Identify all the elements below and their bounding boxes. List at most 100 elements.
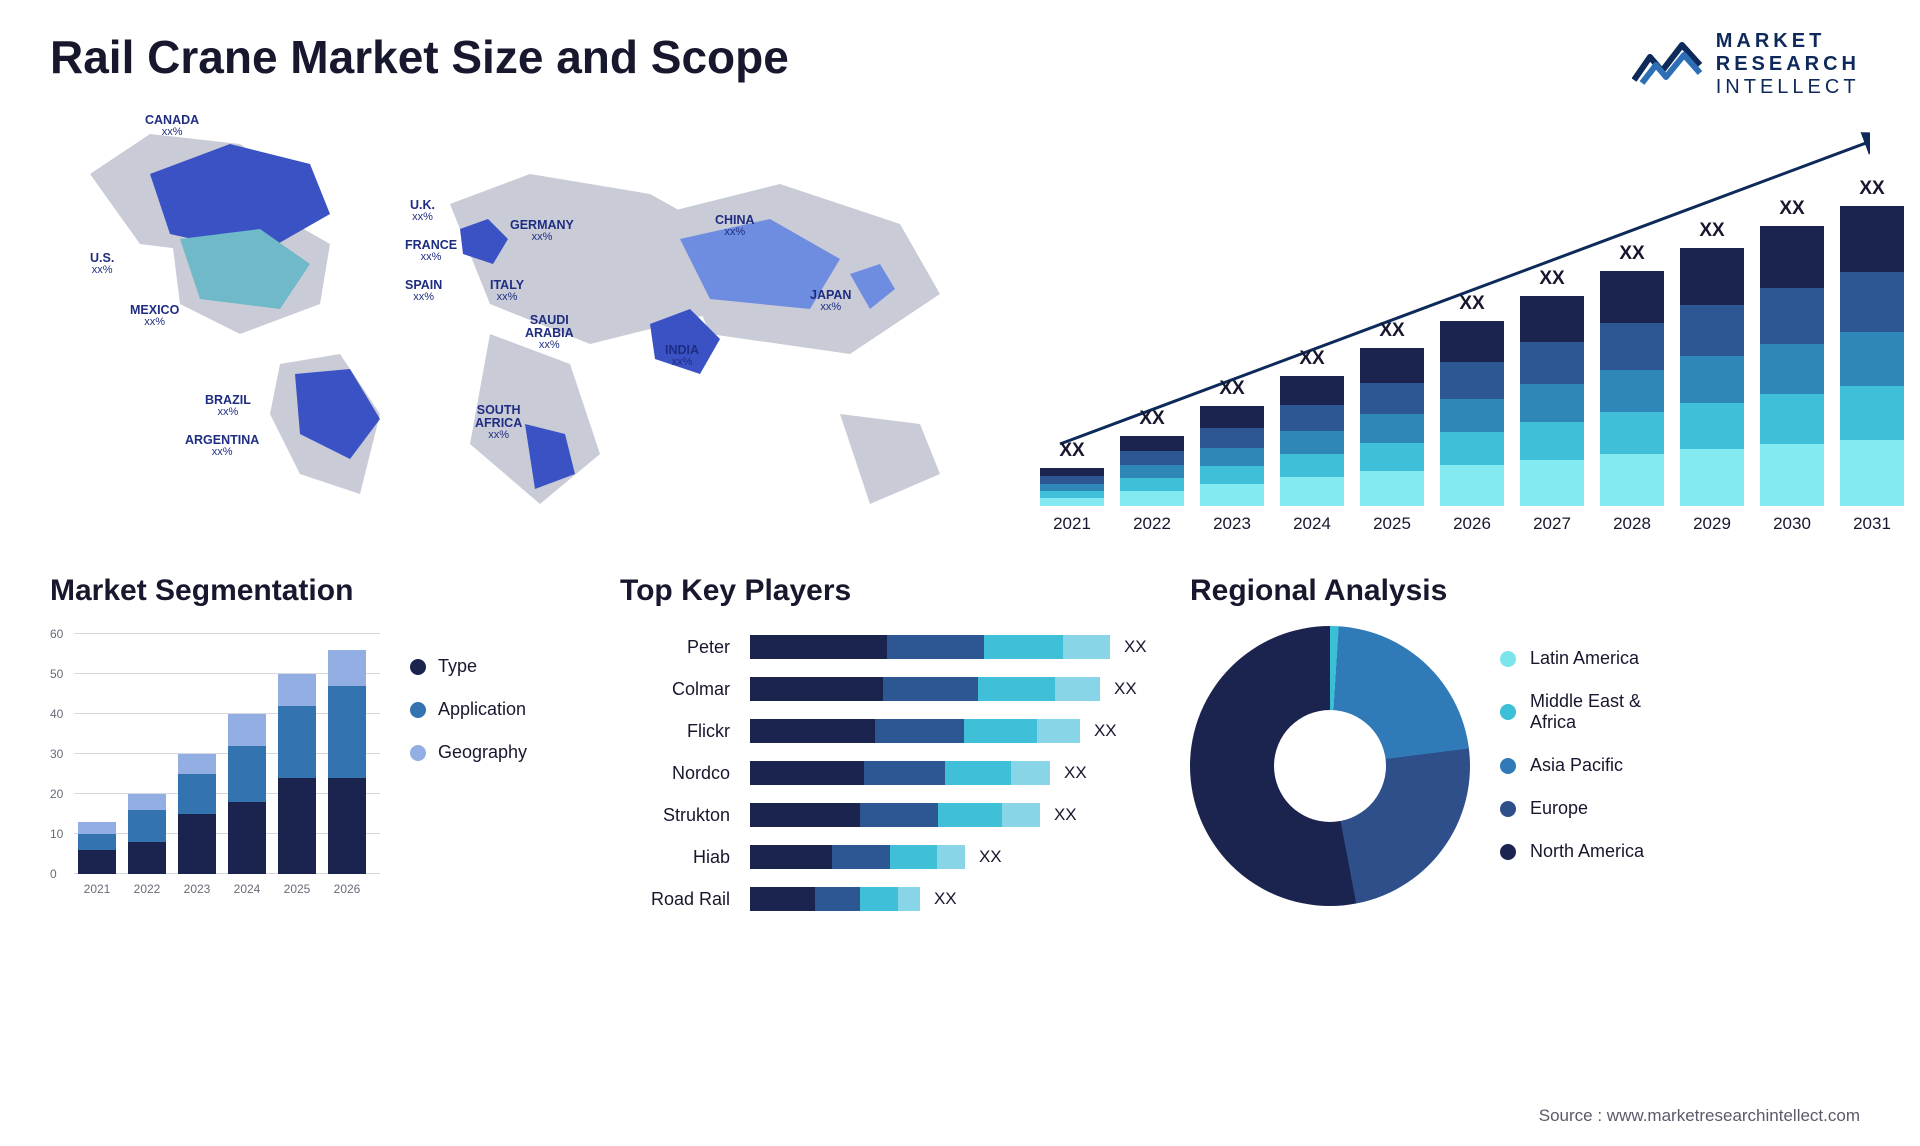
player-value: XX — [1054, 805, 1077, 825]
forecast-year-label: 2023 — [1200, 514, 1264, 534]
regional-legend: Latin AmericaMiddle East &AfricaAsia Pac… — [1500, 648, 1644, 884]
player-value: XX — [979, 847, 1002, 867]
player-name: Nordco — [620, 752, 730, 794]
segmentation-bar — [78, 822, 116, 874]
map-label: CHINAxx% — [715, 214, 755, 239]
regional-legend-item: Latin America — [1500, 648, 1644, 669]
segmentation-year-label: 2023 — [178, 882, 216, 896]
forecast-bar — [1680, 248, 1744, 506]
forecast-bar — [1360, 348, 1424, 506]
map-label: CANADAxx% — [145, 114, 199, 139]
segmentation-year-label: 2025 — [278, 882, 316, 896]
forecast-value-label: XX — [1600, 243, 1664, 265]
map-label: SPAINxx% — [405, 279, 442, 304]
player-name: Strukton — [620, 794, 730, 836]
forecast-value-label: XX — [1200, 378, 1264, 400]
forecast-year-label: 2028 — [1600, 514, 1664, 534]
segmentation-ytick: 10 — [50, 827, 63, 841]
forecast-year-label: 2025 — [1360, 514, 1424, 534]
map-label: JAPANxx% — [810, 289, 851, 314]
players-panel: Top Key Players PeterColmarFlickrNordcoS… — [620, 574, 1160, 920]
segmentation-ytick: 20 — [50, 787, 63, 801]
segmentation-title: Market Segmentation — [50, 574, 590, 608]
player-name: Flickr — [620, 710, 730, 752]
page-title: Rail Crane Market Size and Scope — [50, 30, 1870, 84]
player-bar-row: XX — [750, 626, 1160, 668]
regional-panel: Regional Analysis Latin AmericaMiddle Ea… — [1190, 574, 1870, 920]
segmentation-bar — [228, 714, 266, 874]
world-map: CANADAxx%U.S.xx%MEXICOxx%BRAZILxx%ARGENT… — [50, 104, 980, 534]
segmentation-ytick: 30 — [50, 747, 63, 761]
brand-logo: MARKET RESEARCH INTELLECT — [1632, 30, 1860, 99]
player-bar-row: XX — [750, 794, 1160, 836]
forecast-bar — [1840, 206, 1904, 506]
player-name: Peter — [620, 626, 730, 668]
forecast-year-label: 2027 — [1520, 514, 1584, 534]
forecast-year-label: 2026 — [1440, 514, 1504, 534]
players-labels: PeterColmarFlickrNordcoStruktonHiabRoad … — [620, 626, 730, 920]
segmentation-bar — [278, 674, 316, 874]
segmentation-legend-item: Application — [410, 699, 590, 720]
segmentation-ytick: 50 — [50, 667, 63, 681]
forecast-year-label: 2022 — [1120, 514, 1184, 534]
segmentation-year-label: 2024 — [228, 882, 266, 896]
regional-donut — [1190, 626, 1470, 906]
player-bar-row: XX — [750, 836, 1160, 878]
player-value: XX — [1124, 637, 1147, 657]
segmentation-bar — [128, 794, 166, 874]
forecast-value-label: XX — [1120, 408, 1184, 430]
player-value: XX — [1094, 721, 1117, 741]
forecast-value-label: XX — [1760, 198, 1824, 220]
forecast-bar — [1760, 226, 1824, 506]
segmentation-year-label: 2021 — [78, 882, 116, 896]
segmentation-bar — [328, 650, 366, 874]
forecast-value-label: XX — [1840, 178, 1904, 200]
forecast-value-label: XX — [1280, 348, 1344, 370]
map-label: U.S.xx% — [90, 252, 114, 277]
logo-line3: INTELLECT — [1716, 76, 1860, 99]
player-name: Road Rail — [620, 878, 730, 920]
map-label: FRANCExx% — [405, 239, 457, 264]
segmentation-ytick: 60 — [50, 627, 63, 641]
forecast-chart: 2021202220232024202520262027202820292030… — [1040, 104, 1870, 534]
forecast-value-label: XX — [1360, 320, 1424, 342]
map-label: SAUDIARABIAxx% — [525, 314, 574, 352]
forecast-bar — [1520, 296, 1584, 506]
player-bar-row: XX — [750, 710, 1160, 752]
players-bars: XX XX XX XX XX XX XX — [750, 626, 1160, 920]
forecast-year-label: 2024 — [1280, 514, 1344, 534]
segmentation-legend-item: Type — [410, 656, 590, 677]
logo-icon — [1632, 35, 1704, 95]
segmentation-panel: Market Segmentation 01020304050602021202… — [50, 574, 590, 920]
forecast-value-label: XX — [1520, 268, 1584, 290]
regional-legend-item: North America — [1500, 841, 1644, 862]
forecast-bar — [1120, 436, 1184, 506]
segmentation-ytick: 0 — [50, 867, 57, 881]
forecast-value-label: XX — [1040, 440, 1104, 462]
forecast-bar — [1440, 321, 1504, 506]
forecast-bar — [1040, 468, 1104, 506]
player-value: XX — [1064, 763, 1087, 783]
map-label: SOUTHAFRICAxx% — [475, 404, 522, 442]
forecast-year-label: 2031 — [1840, 514, 1904, 534]
map-label: ITALYxx% — [490, 279, 524, 304]
source-credit: Source : www.marketresearchintellect.com — [1539, 1106, 1860, 1126]
map-label: U.K.xx% — [410, 199, 435, 224]
forecast-bar — [1200, 406, 1264, 506]
player-value: XX — [934, 889, 957, 909]
forecast-value-label: XX — [1680, 220, 1744, 242]
forecast-year-label: 2029 — [1680, 514, 1744, 534]
world-map-svg — [50, 104, 970, 524]
segmentation-year-label: 2026 — [328, 882, 366, 896]
player-name: Colmar — [620, 668, 730, 710]
map-label: GERMANYxx% — [510, 219, 574, 244]
forecast-value-label: XX — [1440, 293, 1504, 315]
logo-line1: MARKET — [1716, 30, 1860, 53]
segmentation-year-label: 2022 — [128, 882, 166, 896]
map-label: BRAZILxx% — [205, 394, 251, 419]
segmentation-chart: 0102030405060202120222023202420252026 — [50, 626, 380, 896]
player-bar-row: XX — [750, 668, 1160, 710]
player-value: XX — [1114, 679, 1137, 699]
regional-legend-item: Middle East &Africa — [1500, 691, 1644, 733]
map-label: MEXICOxx% — [130, 304, 179, 329]
